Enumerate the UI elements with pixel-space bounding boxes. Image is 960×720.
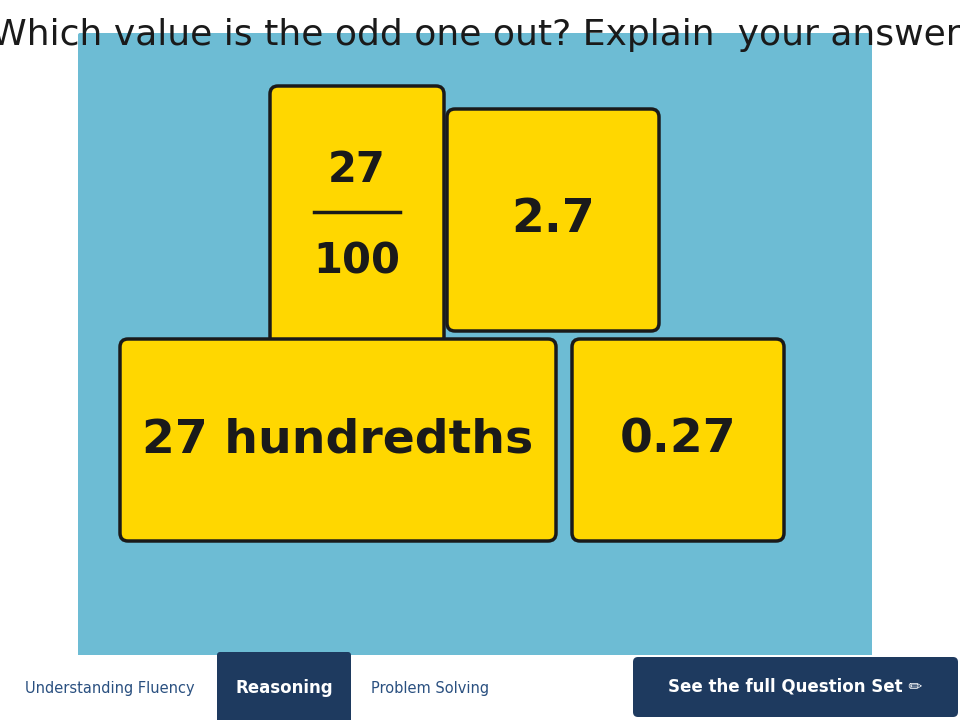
Text: 100: 100 [314, 240, 400, 282]
FancyBboxPatch shape [447, 109, 659, 331]
Text: 27: 27 [328, 148, 386, 191]
Text: See the full Question Set ✏: See the full Question Set ✏ [668, 678, 923, 696]
FancyBboxPatch shape [78, 33, 872, 657]
FancyBboxPatch shape [217, 652, 351, 720]
FancyBboxPatch shape [270, 86, 444, 345]
FancyBboxPatch shape [120, 339, 556, 541]
Text: 2.7: 2.7 [511, 197, 595, 243]
Text: Reasoning: Reasoning [235, 679, 333, 697]
FancyBboxPatch shape [572, 339, 784, 541]
Text: Problem Solving: Problem Solving [371, 680, 489, 696]
Text: Which value is the odd one out? Explain  your answer.: Which value is the odd one out? Explain … [0, 18, 960, 52]
Text: 0.27: 0.27 [620, 418, 736, 462]
Bar [0, 655, 960, 720]
Text: 27 hundredths: 27 hundredths [142, 418, 534, 462]
Text: Understanding Fluency: Understanding Fluency [25, 680, 195, 696]
FancyBboxPatch shape [633, 657, 958, 717]
